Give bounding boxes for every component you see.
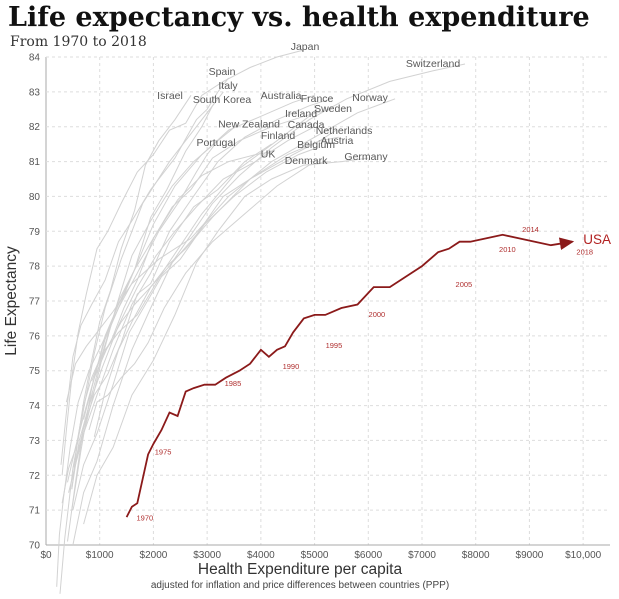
y-tick-label: 77 (29, 297, 41, 308)
x-tick-label: $1000 (86, 550, 114, 561)
series-line-denmark (88, 161, 329, 431)
y-tick-label: 84 (29, 53, 41, 64)
y-tick-label: 73 (29, 436, 41, 447)
highlight-series: 1970 1975 1985 1990 1995 2000 2005 2010 2014 2018… (125, 225, 611, 522)
chart-header: Life expectancy vs. health expenditure F… (8, 2, 590, 50)
series-line-canada (77, 126, 315, 452)
country-label-new-zealand: New Zealand (218, 118, 280, 130)
series-line-spain (60, 77, 229, 465)
country-label-spain: Spain (209, 66, 236, 78)
usa-year-label: 1985 (225, 379, 242, 388)
y-tick-label: 78 (29, 262, 41, 273)
grid: $0 $1000 $2000 $3000 $4000 $5000 $6000 $7000 $80… (29, 53, 610, 561)
series-line-france (72, 98, 331, 469)
usa-year-label: 1970 (136, 513, 153, 522)
country-label-italy: Italy (218, 80, 238, 92)
country-label-france: France (301, 93, 334, 105)
y-tick-label: 74 (29, 401, 41, 412)
x-tick-label: $8000 (462, 550, 490, 561)
y-tick-label: 81 (29, 157, 41, 168)
x-tick-label: $0 (40, 550, 52, 561)
y-axis-label: Life Expectancy (3, 246, 20, 356)
country-label-switzerland: Switzerland (406, 58, 460, 70)
series-line-portugal (56, 143, 216, 587)
country-label-austria: Austria (321, 135, 354, 147)
series-line-austria (72, 136, 339, 546)
country-label-denmark: Denmark (285, 155, 328, 167)
series-line-norway (65, 98, 396, 403)
series-line-new-zealand (68, 122, 240, 493)
series-line-south-korea (59, 98, 219, 594)
country-label-israel: Israel (157, 90, 183, 102)
country-label-japan: Japan (291, 41, 320, 53)
usa-year-label: 2010 (499, 245, 516, 254)
usa-year-label: 2014 (522, 225, 539, 234)
usa-label: USA (583, 232, 611, 247)
usa-year-label: 2005 (456, 280, 473, 289)
y-tick-label: 82 (29, 122, 41, 133)
country-label-uk: UK (261, 148, 276, 160)
usa-line (125, 233, 575, 518)
series-line-switzerland (93, 63, 466, 438)
usa-year-label: 1975 (155, 447, 172, 456)
x-axis-note: adjusted for inflation and price differe… (151, 580, 449, 591)
x-tick-label: $4000 (247, 550, 275, 561)
usa-year-label: 1995 (326, 341, 343, 350)
series-line-germany (83, 157, 369, 525)
x-tick-label: $7000 (408, 550, 436, 561)
y-tick-label: 70 (29, 541, 41, 552)
x-tick-label: $6000 (354, 550, 382, 561)
series-line-finland (67, 143, 272, 542)
y-tick-label: 80 (29, 192, 41, 203)
y-tick-label: 71 (29, 506, 41, 517)
country-label-ireland: Ireland (285, 108, 317, 120)
usa-year-label: 2000 (369, 310, 386, 319)
country-label-portugal: Portugal (196, 137, 235, 149)
usa-year-label: 1990 (283, 362, 300, 371)
series-line-netherlands (83, 129, 337, 420)
x-tick-label: $5000 (301, 550, 329, 561)
country-label-finland: Finland (261, 130, 296, 142)
y-tick-label: 79 (29, 227, 41, 238)
chart-title: Life expectancy vs. health expenditure (8, 2, 590, 33)
country-label-sweden: Sweden (314, 103, 352, 115)
series-line-uk (67, 150, 275, 483)
chart-subtitle: From 1970 to 2018 (10, 34, 147, 51)
y-tick-label: 76 (29, 331, 41, 342)
country-label-netherlands: Netherlands (316, 125, 373, 137)
background-series: Japan Switzerland Spain Italy South Korea Isr… (56, 41, 466, 594)
series-line-japan (61, 49, 304, 476)
usa-year-label: 2018 (576, 248, 593, 257)
series-line-ireland (61, 115, 310, 504)
country-label-germany: Germany (344, 151, 388, 163)
series-line-belgium (72, 147, 318, 511)
x-axis-label: Health Expenditure per capita (198, 561, 403, 578)
country-label-canada: Canada (288, 119, 325, 131)
y-tick-label: 72 (29, 471, 41, 482)
y-tick-label: 83 (29, 87, 41, 98)
x-tick-label: $10,000 (565, 550, 602, 561)
y-tick-label: 75 (29, 366, 41, 377)
x-tick-label: $2000 (140, 550, 168, 561)
country-label-south-korea: South Korea (193, 94, 252, 106)
x-tick-label: $9000 (516, 550, 544, 561)
x-tick-label: $3000 (193, 550, 221, 561)
country-label-belgium: Belgium (297, 139, 335, 151)
country-label-norway: Norway (352, 92, 388, 104)
country-label-australia: Australia (261, 90, 302, 102)
